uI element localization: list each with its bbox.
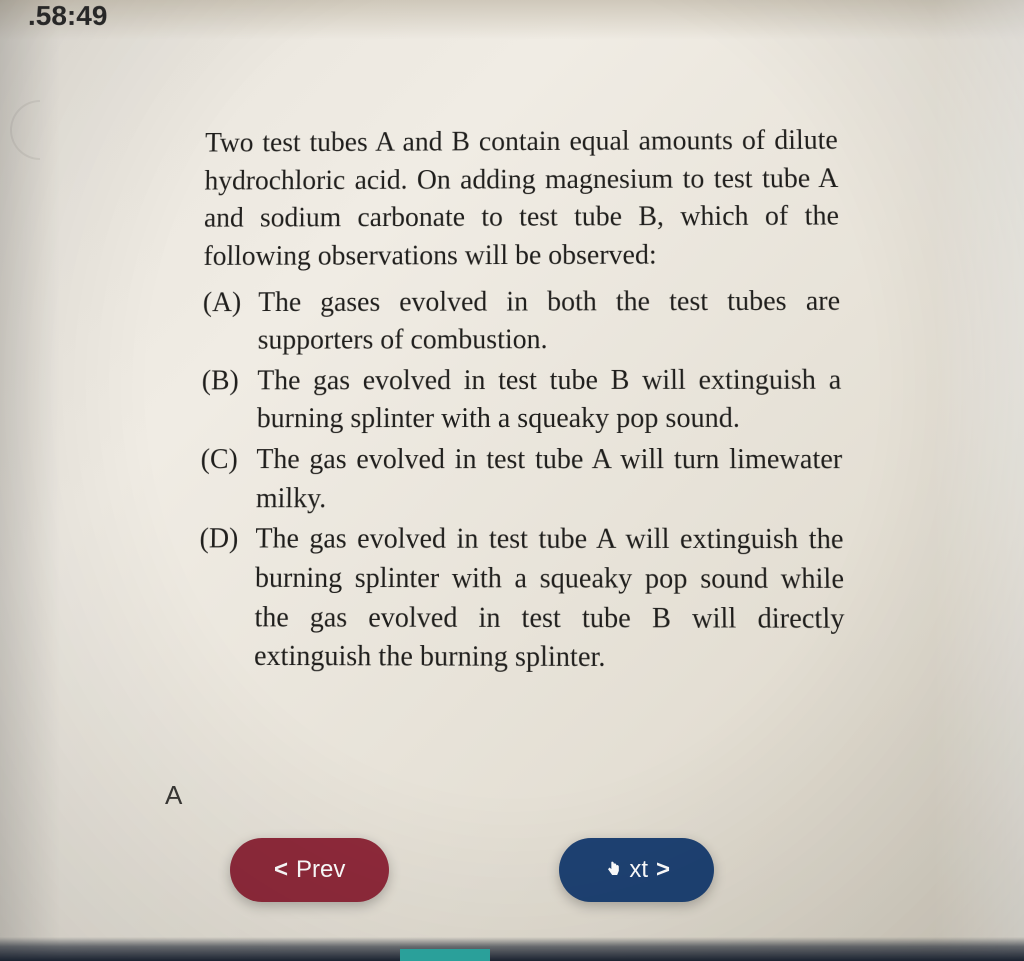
- nav-buttons: < Prev xt >: [230, 838, 714, 902]
- option-b[interactable]: (B) The gas evolved in test tube B will …: [201, 361, 842, 439]
- teal-strip-decoration: [400, 949, 490, 961]
- chevron-right-icon: >: [656, 856, 670, 884]
- option-d[interactable]: (D) The gas evolved in test tube A will …: [198, 520, 846, 678]
- next-button-label: xt: [629, 856, 648, 884]
- prev-button[interactable]: < Prev: [230, 838, 389, 902]
- bottom-edge: [0, 937, 1024, 961]
- timestamp-label: .58:49: [28, 0, 108, 32]
- option-label: (A): [203, 284, 259, 322]
- cursor-hand-icon: [603, 859, 623, 881]
- selected-answer: A: [165, 780, 182, 811]
- option-text: The gas evolved in test tube A will turn…: [256, 441, 843, 519]
- options-list: (A) The gases evolved in both the test t…: [198, 282, 846, 678]
- question-stem: Two test tubes A and B contain equal amo…: [203, 122, 839, 276]
- option-text: The gases evolved in both the test tubes…: [257, 282, 840, 360]
- option-text: The gas evolved in test tube A will exti…: [254, 521, 846, 679]
- option-label: (B): [202, 362, 258, 400]
- chevron-left-icon: <: [274, 856, 288, 884]
- prev-button-label: Prev: [296, 856, 345, 884]
- question-content: Two test tubes A and B contain equal amo…: [198, 122, 846, 681]
- option-label: (D): [199, 520, 255, 559]
- top-edge-gradient: [0, 0, 1024, 40]
- next-button[interactable]: xt >: [559, 838, 714, 902]
- option-a[interactable]: (A) The gases evolved in both the test t…: [202, 282, 841, 360]
- option-label: (C): [200, 441, 256, 480]
- option-text: The gas evolved in test tube B will exti…: [257, 361, 842, 439]
- option-c[interactable]: (C) The gas evolved in test tube A will …: [200, 441, 843, 519]
- right-glare: [934, 0, 1024, 961]
